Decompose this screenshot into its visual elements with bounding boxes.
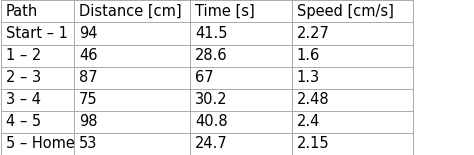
Text: 94: 94 <box>79 26 98 41</box>
Text: 24.7: 24.7 <box>195 136 228 151</box>
Bar <box>1 111 74 133</box>
Bar <box>190 22 292 44</box>
Text: 1.3: 1.3 <box>297 70 320 85</box>
Text: Start – 1: Start – 1 <box>6 26 68 41</box>
Text: 1.6: 1.6 <box>297 48 320 63</box>
Bar <box>292 89 412 111</box>
Bar <box>292 111 412 133</box>
Text: Speed [cm/s]: Speed [cm/s] <box>297 4 393 19</box>
Text: 2.48: 2.48 <box>297 92 329 107</box>
Text: 2.27: 2.27 <box>297 26 329 41</box>
Text: 98: 98 <box>79 114 98 129</box>
Bar <box>74 44 190 67</box>
Bar <box>190 0 292 22</box>
Text: 2.15: 2.15 <box>297 136 329 151</box>
Bar <box>1 44 74 67</box>
Bar <box>190 89 292 111</box>
Text: 28.6: 28.6 <box>195 48 228 63</box>
Bar <box>190 44 292 67</box>
Bar <box>74 133 190 155</box>
Bar <box>292 44 412 67</box>
Text: 46: 46 <box>79 48 98 63</box>
Bar <box>292 22 412 44</box>
Text: Path: Path <box>6 4 38 19</box>
Text: 4 – 5: 4 – 5 <box>6 114 41 129</box>
Text: 75: 75 <box>79 92 98 107</box>
Text: 3 – 4: 3 – 4 <box>6 92 41 107</box>
Bar <box>190 111 292 133</box>
Bar <box>74 67 190 89</box>
Text: 1 – 2: 1 – 2 <box>6 48 41 63</box>
Bar <box>1 133 74 155</box>
Bar <box>1 22 74 44</box>
Bar <box>74 111 190 133</box>
Bar <box>292 133 412 155</box>
Text: Time [s]: Time [s] <box>195 4 255 19</box>
Bar <box>292 67 412 89</box>
Text: 40.8: 40.8 <box>195 114 228 129</box>
Bar <box>292 0 412 22</box>
Bar <box>190 133 292 155</box>
Bar <box>74 0 190 22</box>
Bar <box>1 0 74 22</box>
Text: 67: 67 <box>195 70 213 85</box>
Bar <box>74 89 190 111</box>
Bar <box>190 67 292 89</box>
Text: 53: 53 <box>79 136 97 151</box>
Text: 2 – 3: 2 – 3 <box>6 70 41 85</box>
Bar <box>74 22 190 44</box>
Text: 87: 87 <box>79 70 98 85</box>
Text: 30.2: 30.2 <box>195 92 228 107</box>
Text: 2.4: 2.4 <box>297 114 320 129</box>
Text: 5 – Home: 5 – Home <box>6 136 74 151</box>
Bar <box>1 67 74 89</box>
Text: 41.5: 41.5 <box>195 26 228 41</box>
Bar <box>1 89 74 111</box>
Text: Distance [cm]: Distance [cm] <box>79 4 182 19</box>
